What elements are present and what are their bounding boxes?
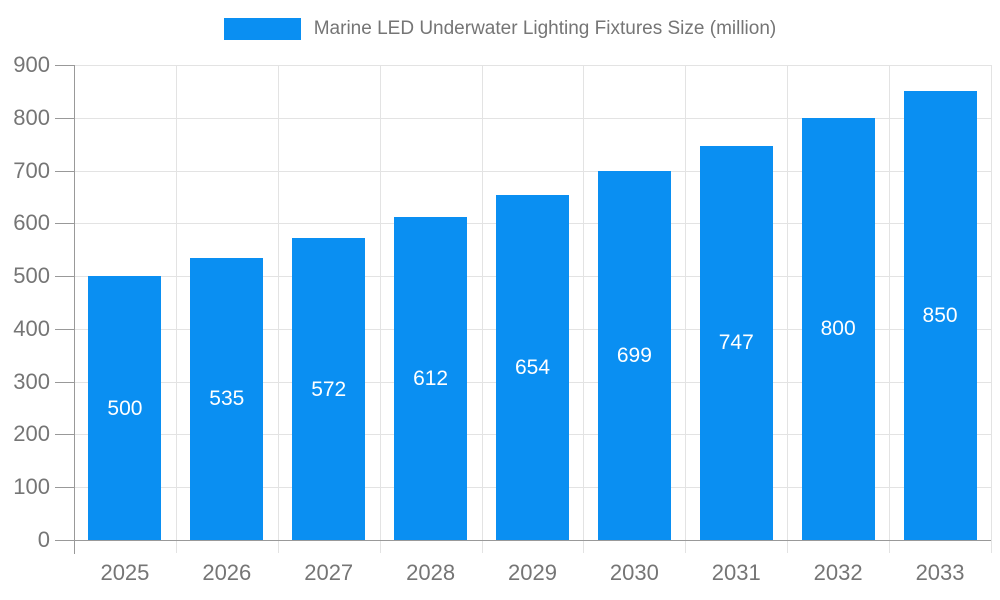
- chart-legend[interactable]: Marine LED Underwater Lighting Fixtures …: [0, 18, 1000, 40]
- bar-2033[interactable]: 850: [903, 91, 977, 540]
- bar-value-label: 654: [514, 355, 551, 379]
- x-axis-tick-label: 2032: [813, 560, 863, 585]
- y-axis-tick-label: 300: [13, 368, 50, 394]
- bar-2026[interactable]: 535: [190, 257, 264, 540]
- x-gridline: [277, 65, 279, 553]
- bar-2031[interactable]: 747: [699, 145, 773, 540]
- y-axis-tick: [55, 65, 74, 66]
- y-axis-line: [74, 65, 75, 554]
- x-axis-tick-label: 2030: [609, 560, 659, 585]
- y-axis-tick-label: 700: [13, 157, 50, 183]
- x-axis-tick-label: 2025: [100, 560, 150, 585]
- y-axis-tick: [55, 117, 74, 119]
- bar-value-label: 699: [616, 344, 652, 368]
- y-axis-tick-label: 800: [13, 104, 50, 130]
- bar-2032[interactable]: 800: [801, 117, 875, 540]
- bar-2029[interactable]: 654: [496, 194, 569, 540]
- y-axis-tick: [55, 381, 74, 383]
- y-gridline: [74, 117, 991, 119]
- bar-2030[interactable]: 699: [597, 171, 671, 540]
- y-axis-tick: [55, 328, 74, 330]
- x-axis-tick-label: 2028: [406, 560, 456, 585]
- y-axis-tick: [55, 487, 74, 489]
- y-axis-tick-label: 0: [37, 527, 50, 552]
- y-axis-tick-label: 500: [13, 263, 50, 289]
- y-axis-tick-label: 400: [13, 315, 50, 341]
- y-gridline: [74, 170, 991, 172]
- x-gridline: [481, 65, 483, 553]
- y-axis-tick: [55, 434, 74, 436]
- x-gridline: [583, 65, 585, 553]
- x-gridline: [787, 65, 789, 553]
- bar-value-label: 535: [209, 387, 245, 411]
- y-axis-tick-label: 100: [13, 474, 50, 500]
- x-gridline: [379, 65, 381, 553]
- y-axis-tick-label: 900: [13, 52, 50, 77]
- bar-2025[interactable]: 500: [88, 276, 162, 540]
- x-axis-tick-label: 2026: [202, 560, 252, 585]
- x-gridline: [991, 65, 992, 553]
- chart-title: Marine LED Underwater Lighting Fixtures …: [313, 18, 777, 39]
- x-axis-tick-label: 2029: [508, 560, 557, 585]
- y-axis-tick: [55, 276, 74, 278]
- y-axis-tick: [55, 223, 74, 225]
- bar-2028[interactable]: 612: [394, 217, 468, 540]
- x-gridline: [685, 65, 687, 553]
- y-axis-tick: [55, 170, 74, 172]
- bar-2027[interactable]: 572: [292, 238, 366, 540]
- x-axis-tick-label: 2033: [915, 560, 965, 585]
- legend-swatch: [223, 18, 301, 40]
- bar-value-label: 747: [718, 331, 754, 355]
- y-axis-tick-label: 600: [13, 210, 50, 236]
- y-axis-tick-label: 200: [13, 421, 50, 447]
- bar-value-label: 850: [922, 304, 958, 328]
- x-axis-tick-label: 2031: [711, 560, 761, 585]
- bar-value-label: 572: [311, 377, 347, 401]
- bar-value-label: 500: [107, 396, 143, 420]
- x-gridline: [175, 65, 177, 553]
- y-gridline: [74, 65, 991, 66]
- bar-value-label: 800: [820, 317, 856, 341]
- x-axis-tick-label: 2027: [304, 560, 354, 585]
- x-gridline: [889, 65, 891, 553]
- bar-value-label: 612: [413, 367, 449, 390]
- x-axis-line: [55, 540, 991, 541]
